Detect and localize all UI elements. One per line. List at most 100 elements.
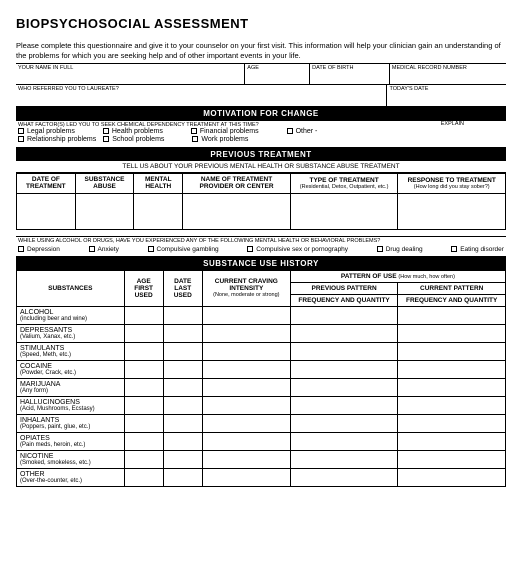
substance-cell[interactable] <box>124 396 163 414</box>
col-response: RESPONSE TO TREATMENT(How long did you s… <box>398 173 506 193</box>
cb-legal[interactable]: Legal problems <box>18 128 75 135</box>
substance-row[interactable]: ALCOHOL(including beer and wine) <box>17 306 506 324</box>
col-pattern: PATTERN OF USE (How much, how often) <box>290 270 505 282</box>
substance-cell[interactable] <box>163 396 202 414</box>
substance-cell[interactable] <box>202 306 290 324</box>
form-title: BIOPSYCHOSOCIAL ASSESSMENT <box>16 16 506 31</box>
substance-row[interactable]: NICOTINE(Smoked, smokeless, etc.) <box>17 450 506 468</box>
substance-row[interactable]: OPIATES(Pain meds, heroin, etc.) <box>17 432 506 450</box>
cb-gambling[interactable]: Compulsive gambling <box>148 246 219 253</box>
substance-cell[interactable] <box>163 468 202 486</box>
previous-treatment-table: DATE OF TREATMENT SUBSTANCE ABUSE MENTAL… <box>16 173 506 230</box>
checkbox-icon <box>377 246 383 252</box>
checkbox-icon <box>103 136 109 142</box>
substance-cell[interactable] <box>163 432 202 450</box>
substance-row[interactable]: STIMULANTS(Speed, Meth, etc.) <box>17 342 506 360</box>
substance-cell[interactable] <box>202 432 290 450</box>
substance-cell[interactable] <box>290 378 398 396</box>
substance-row[interactable]: DEPRESSANTS(Valium, Xanax, etc.) <box>17 324 506 342</box>
substance-cell[interactable] <box>124 360 163 378</box>
substance-cell[interactable] <box>202 450 290 468</box>
cb-financial[interactable]: Financial problems <box>191 128 259 135</box>
col-prev-pattern: PREVIOUS PATTERN <box>290 282 398 294</box>
substance-cell[interactable] <box>124 432 163 450</box>
substance-cell[interactable] <box>290 342 398 360</box>
substance-cell[interactable] <box>163 450 202 468</box>
checkbox-icon <box>451 246 457 252</box>
substance-cell[interactable] <box>290 306 398 324</box>
substance-row[interactable]: MARIJUANA(Any form) <box>17 378 506 396</box>
substance-row[interactable]: OTHER(Over-the-counter, etc.) <box>17 468 506 486</box>
substance-cell[interactable] <box>202 342 290 360</box>
substance-cell[interactable] <box>398 396 506 414</box>
substance-cell[interactable] <box>163 306 202 324</box>
substance-row[interactable]: INHALANTS(Poppers, paint, glue, etc.) <box>17 414 506 432</box>
substance-cell[interactable] <box>124 378 163 396</box>
name-field[interactable]: YOUR NAME IN FULL <box>16 64 245 84</box>
substance-header: SUBSTANCE USE HISTORY <box>16 257 506 270</box>
substance-cell[interactable] <box>163 414 202 432</box>
substance-cell[interactable] <box>290 396 398 414</box>
substance-row[interactable]: HALLUCINOGENS(Acid, Mushrooms, Ecstasy) <box>17 396 506 414</box>
previous-header: PREVIOUS TREATMENT <box>16 148 506 161</box>
substance-cell[interactable] <box>163 360 202 378</box>
factors-row-2: Relationship problems School problems Wo… <box>18 136 504 143</box>
cb-eating[interactable]: Eating disorder <box>451 246 504 253</box>
substance-cell[interactable] <box>398 342 506 360</box>
substance-cell[interactable] <box>202 396 290 414</box>
cb-anxiety[interactable]: Anxiety <box>89 246 119 253</box>
substance-cell[interactable] <box>163 324 202 342</box>
checkbox-icon <box>18 136 24 142</box>
substance-name-cell: MARIJUANA(Any form) <box>17 378 125 396</box>
substance-cell[interactable] <box>124 342 163 360</box>
substance-cell[interactable] <box>398 450 506 468</box>
behavioral-checks: Depression Anxiety Compulsive gambling C… <box>18 246 504 253</box>
substance-cell[interactable] <box>398 432 506 450</box>
cb-other[interactable]: Other - <box>287 128 318 135</box>
substance-cell[interactable] <box>398 360 506 378</box>
substance-cell[interactable] <box>290 324 398 342</box>
dob-field[interactable]: DATE OF BIRTH <box>310 64 390 84</box>
substance-cell[interactable] <box>163 378 202 396</box>
substance-cell[interactable] <box>124 306 163 324</box>
substance-cell[interactable] <box>202 468 290 486</box>
age-field[interactable]: AGE <box>245 64 310 84</box>
substance-cell[interactable] <box>290 360 398 378</box>
col-freq-prev: FREQUENCY AND QUANTITY <box>290 294 398 306</box>
substance-cell[interactable] <box>398 306 506 324</box>
checkbox-icon <box>192 136 198 142</box>
substance-cell[interactable] <box>398 414 506 432</box>
referred-field[interactable]: WHO REFERRED YOU TO LAUREATE? <box>16 85 387 106</box>
table-row[interactable] <box>17 193 506 229</box>
substance-cell[interactable] <box>398 378 506 396</box>
col-abuse: SUBSTANCE ABUSE <box>75 173 134 193</box>
substance-cell[interactable] <box>290 432 398 450</box>
today-date-field[interactable]: TODAY'S DATE <box>387 85 506 106</box>
substance-cell[interactable] <box>202 360 290 378</box>
mrn-field[interactable]: MEDICAL RECORD NUMBER <box>390 64 506 84</box>
cb-depression[interactable]: Depression <box>18 246 60 253</box>
cb-dealing[interactable]: Drug dealing <box>377 246 423 253</box>
cb-school[interactable]: School problems <box>103 136 164 143</box>
cb-health[interactable]: Health problems <box>103 128 163 135</box>
substance-row[interactable]: COCAINE(Powder, Crack, etc.) <box>17 360 506 378</box>
substance-cell[interactable] <box>202 414 290 432</box>
col-provider: NAME OF TREATMENT PROVIDER OR CENTER <box>183 173 291 193</box>
substance-cell[interactable] <box>290 414 398 432</box>
substance-cell[interactable] <box>290 468 398 486</box>
substance-name-cell: NICOTINE(Smoked, smokeless, etc.) <box>17 450 125 468</box>
substance-cell[interactable] <box>202 324 290 342</box>
cb-sex[interactable]: Compulsive sex or pornography <box>247 246 348 253</box>
cb-work[interactable]: Work problems <box>192 136 248 143</box>
substance-cell[interactable] <box>290 450 398 468</box>
substance-name-cell: STIMULANTS(Speed, Meth, etc.) <box>17 342 125 360</box>
substance-cell[interactable] <box>202 378 290 396</box>
substance-cell[interactable] <box>163 342 202 360</box>
cb-relationship[interactable]: Relationship problems <box>18 136 96 143</box>
substance-cell[interactable] <box>124 324 163 342</box>
substance-cell[interactable] <box>398 324 506 342</box>
substance-cell[interactable] <box>124 414 163 432</box>
substance-cell[interactable] <box>124 450 163 468</box>
substance-cell[interactable] <box>124 468 163 486</box>
substance-cell[interactable] <box>398 468 506 486</box>
